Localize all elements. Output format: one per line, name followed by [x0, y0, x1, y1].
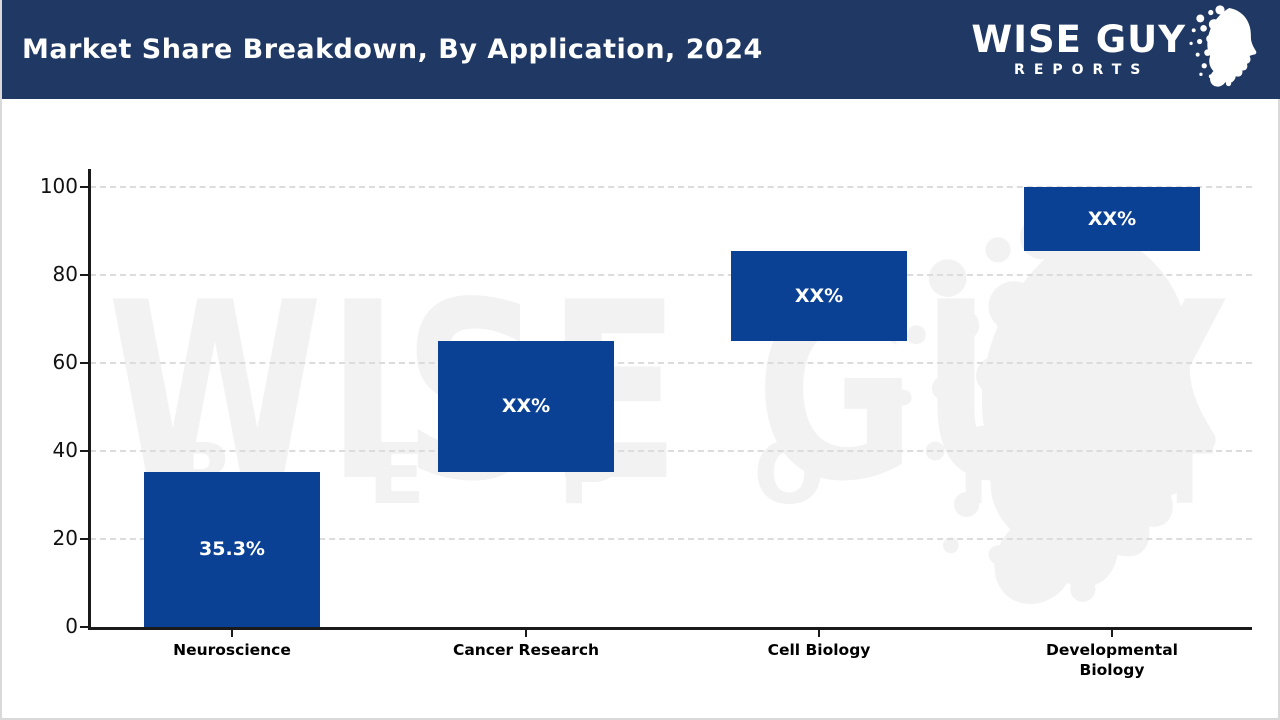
y-tick	[80, 186, 88, 188]
x-tick	[525, 629, 527, 637]
plot-area: WISE GUY R E P O R T S 02040608010035.3%…	[2, 99, 1280, 718]
bar-value-label: 35.3%	[199, 538, 265, 561]
bar-cell-biology[interactable]: XX%	[731, 250, 907, 341]
gridline-20	[90, 538, 1252, 540]
x-category-label: Cell Biology	[767, 641, 871, 659]
y-tick-label: 20	[52, 526, 78, 550]
logo-subtitle: REPORTS	[1014, 61, 1150, 78]
x-category-label: Cancer Research	[452, 641, 600, 659]
y-tick-label: 0	[65, 614, 78, 638]
chart-title: Market Share Breakdown, By Application, …	[22, 34, 763, 65]
y-axis-line	[88, 169, 91, 629]
x-tick	[231, 629, 233, 637]
gridline-40	[90, 450, 1252, 452]
bar-value-label: XX%	[1087, 207, 1137, 230]
y-tick-label: 60	[52, 350, 78, 374]
y-tick-label: 80	[52, 262, 78, 286]
bar-cancer-research[interactable]: XX%	[438, 341, 614, 472]
x-category-label: Developmental Biology	[1046, 641, 1178, 680]
logo-head-icon	[1189, 4, 1257, 87]
y-tick-label: 40	[52, 438, 78, 462]
header: Market Share Breakdown, By Application, …	[2, 0, 1280, 99]
gridline-60	[90, 362, 1252, 364]
bar-value-label: XX%	[794, 284, 844, 307]
y-tick	[80, 450, 88, 452]
x-tick	[1111, 629, 1113, 637]
wiseguy-logo: WISE GUY REPORTS	[971, 0, 1268, 99]
logo-wordmark: WISE GUY	[971, 18, 1186, 62]
gridline-80	[90, 274, 1252, 276]
x-category-label: Neuroscience	[173, 641, 291, 659]
bar-neuroscience[interactable]: 35.3%	[144, 471, 320, 627]
y-tick	[80, 362, 88, 364]
y-tick	[80, 538, 88, 540]
bar-developmental-biology[interactable]: XX%	[1024, 187, 1200, 251]
y-tick-label: 100	[39, 174, 78, 198]
x-tick	[818, 629, 820, 637]
x-axis-line	[88, 627, 1252, 630]
y-tick	[80, 274, 88, 276]
gridline-100	[90, 186, 1252, 188]
y-tick	[80, 626, 88, 628]
bar-value-label: XX%	[501, 395, 551, 418]
